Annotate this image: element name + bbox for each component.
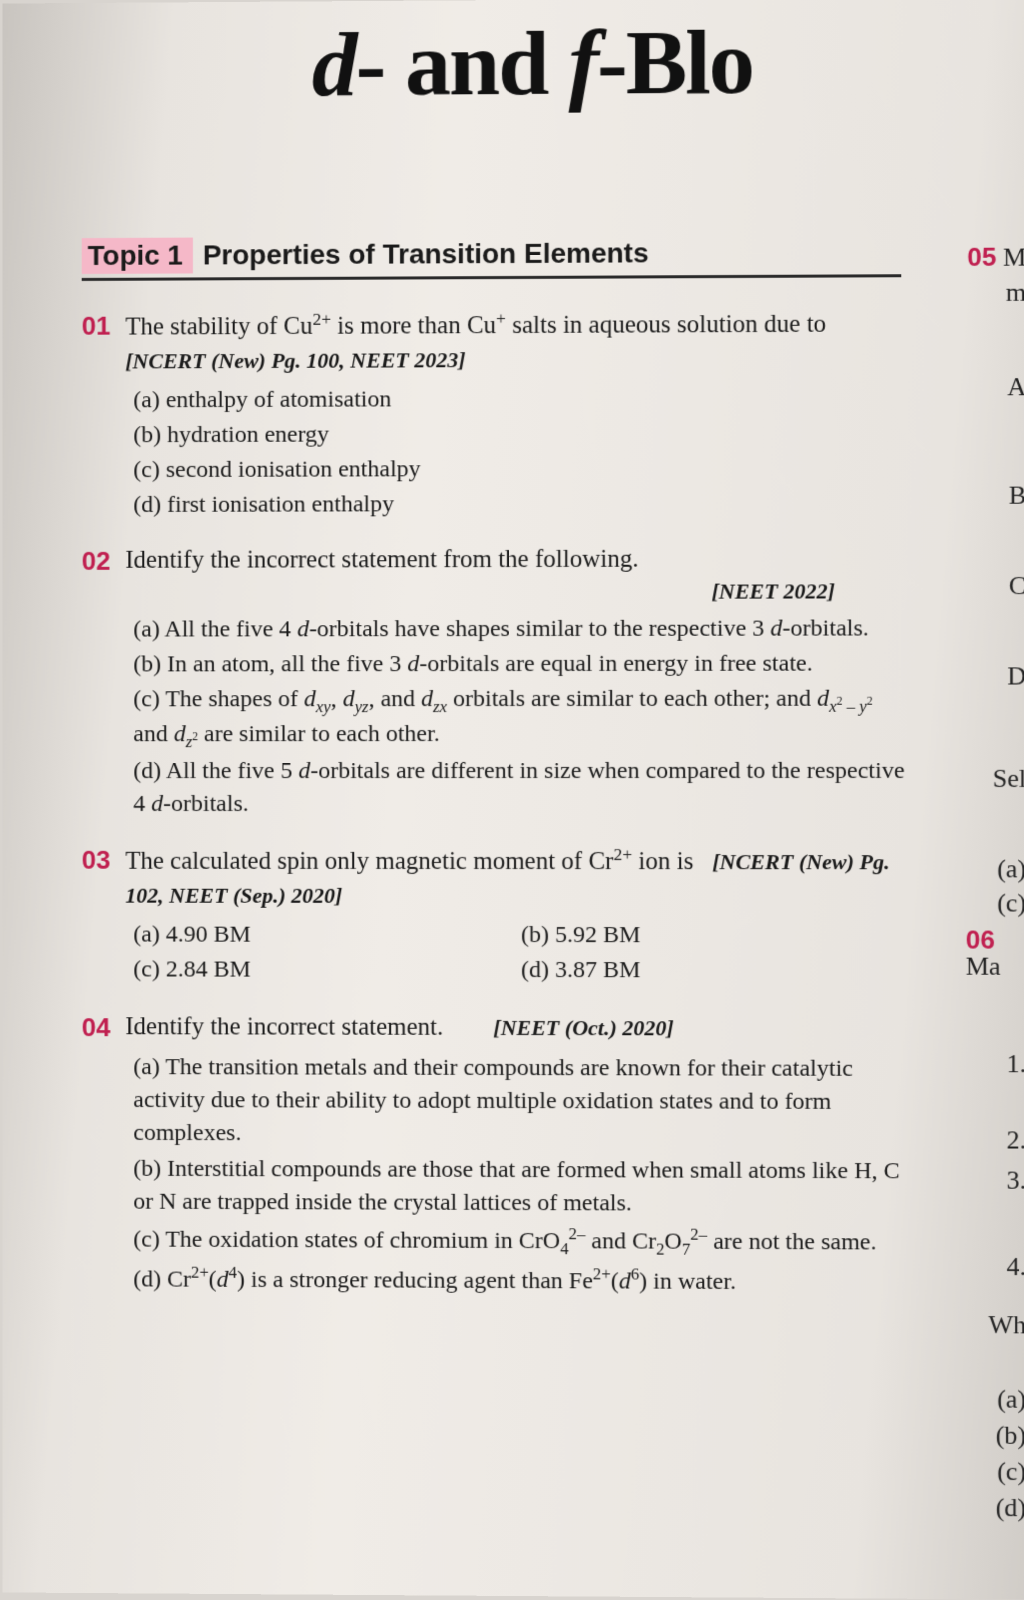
questions-container: 01The stability of Cu2+ is more than Cu+… xyxy=(82,305,986,1300)
question-number: 03 xyxy=(82,843,126,878)
margin-fragment: (a) xyxy=(997,1386,1024,1412)
page: d- and f-Blo Topic 1 Properties of Trans… xyxy=(2,0,1024,1600)
question-source: [NEET 2022] xyxy=(125,576,895,607)
option: (d) 3.87 BM xyxy=(521,954,911,988)
options: (a) The transition metals and their comp… xyxy=(133,1051,911,1299)
margin-fragment: (c) xyxy=(997,890,1024,916)
question-text: Identify the incorrect statement. [NEET … xyxy=(125,1010,895,1045)
option: (b) hydration energy xyxy=(133,417,911,453)
margin-fragment: C xyxy=(1009,573,1024,599)
margin-fragment: (d) xyxy=(996,1495,1024,1521)
question-text: The stability of Cu2+ is more than Cu+ s… xyxy=(125,305,895,378)
margin-fragment: 05 M xyxy=(967,244,1024,271)
question-number: 02 xyxy=(82,544,126,579)
topic-badge: Topic 1 xyxy=(82,238,193,274)
question-source: [NCERT (New) Pg. 102, NEET (Sep.) 2020] xyxy=(125,849,889,907)
question-number: 01 xyxy=(82,309,126,344)
option: (b) Interstitial compounds are those tha… xyxy=(133,1152,911,1221)
option: (a) enthalpy of atomisation xyxy=(133,381,911,417)
options: (a) enthalpy of atomisation(b) hydration… xyxy=(133,381,911,522)
options: (a) 4.90 BM(b) 5.92 BM(c) 2.84 BM(d) 3.8… xyxy=(133,919,911,990)
option: (c) second ionisation enthalpy xyxy=(133,452,911,487)
option: (a) All the five 4 d-orbitals have shape… xyxy=(133,612,911,646)
margin-fragment: 1. xyxy=(1007,1051,1024,1077)
question-text: Identify the incorrect statement from th… xyxy=(125,542,895,607)
chapter-title: d- and f-Blo xyxy=(82,7,986,119)
topic-header: Topic 1 Properties of Transition Element… xyxy=(82,234,902,281)
option: (a) The transition metals and their comp… xyxy=(133,1051,911,1152)
option: (d) first ionisation enthalpy xyxy=(133,487,911,522)
option: (a) 4.90 BM xyxy=(133,919,521,953)
title-f: f xyxy=(568,11,597,113)
option-row: (c) 2.84 BM(d) 3.87 BM xyxy=(133,954,911,990)
question-source: [NCERT (New) Pg. 100, NEET 2023] xyxy=(125,347,465,373)
margin-fragment: B xyxy=(1009,483,1024,509)
margin-fragment: 2. xyxy=(1007,1127,1024,1153)
option: (d) Cr2+(d4) is a stronger reducing agen… xyxy=(133,1260,911,1299)
margin-fragment: 4. xyxy=(1007,1254,1024,1280)
title-d: d xyxy=(312,13,356,115)
margin-fragment: A xyxy=(1007,374,1024,400)
option: (c) The shapes of dxy, dyz, and dzx orbi… xyxy=(133,683,911,753)
title-and: - and xyxy=(356,12,569,115)
margin-fragment: 3. xyxy=(1007,1168,1024,1194)
question-source: [NEET (Oct.) 2020] xyxy=(493,1015,673,1040)
question: 01The stability of Cu2+ is more than Cu+… xyxy=(82,305,912,522)
question: 04Identify the incorrect statement. [NEE… xyxy=(82,1010,912,1299)
option: (b) 5.92 BM xyxy=(521,919,911,953)
margin-fragment: Wh xyxy=(988,1312,1024,1338)
topic-title: Properties of Transition Elements xyxy=(203,237,649,271)
question-number: 04 xyxy=(82,1010,126,1045)
options: (a) All the five 4 d-orbitals have shape… xyxy=(133,612,911,821)
question-text: The calculated spin only magnetic moment… xyxy=(125,843,895,913)
margin-fragment: 06 Ma xyxy=(966,927,1024,980)
option-row: (a) 4.90 BM(b) 5.92 BM xyxy=(133,919,911,955)
margin-fragment: D xyxy=(1007,663,1024,689)
option: (d) All the five 5 d-orbitals are differ… xyxy=(133,755,911,821)
option: (c) The oxidation states of chromium in … xyxy=(133,1220,911,1261)
margin-fragment: (b) xyxy=(996,1423,1024,1449)
margin-fragment: (c) xyxy=(997,1459,1024,1485)
option: (c) 2.84 BM xyxy=(133,954,521,988)
margin-fragment: (a) xyxy=(997,856,1024,882)
margin-fragment: m xyxy=(1006,280,1024,306)
margin-fragment: Sel xyxy=(993,766,1024,792)
question: 02Identify the incorrect statement from … xyxy=(82,542,912,821)
option: (b) In an atom, all the five 3 d-orbital… xyxy=(133,647,911,681)
question: 03The calculated spin only magnetic mome… xyxy=(82,843,912,990)
title-blo: -Blo xyxy=(597,10,753,113)
